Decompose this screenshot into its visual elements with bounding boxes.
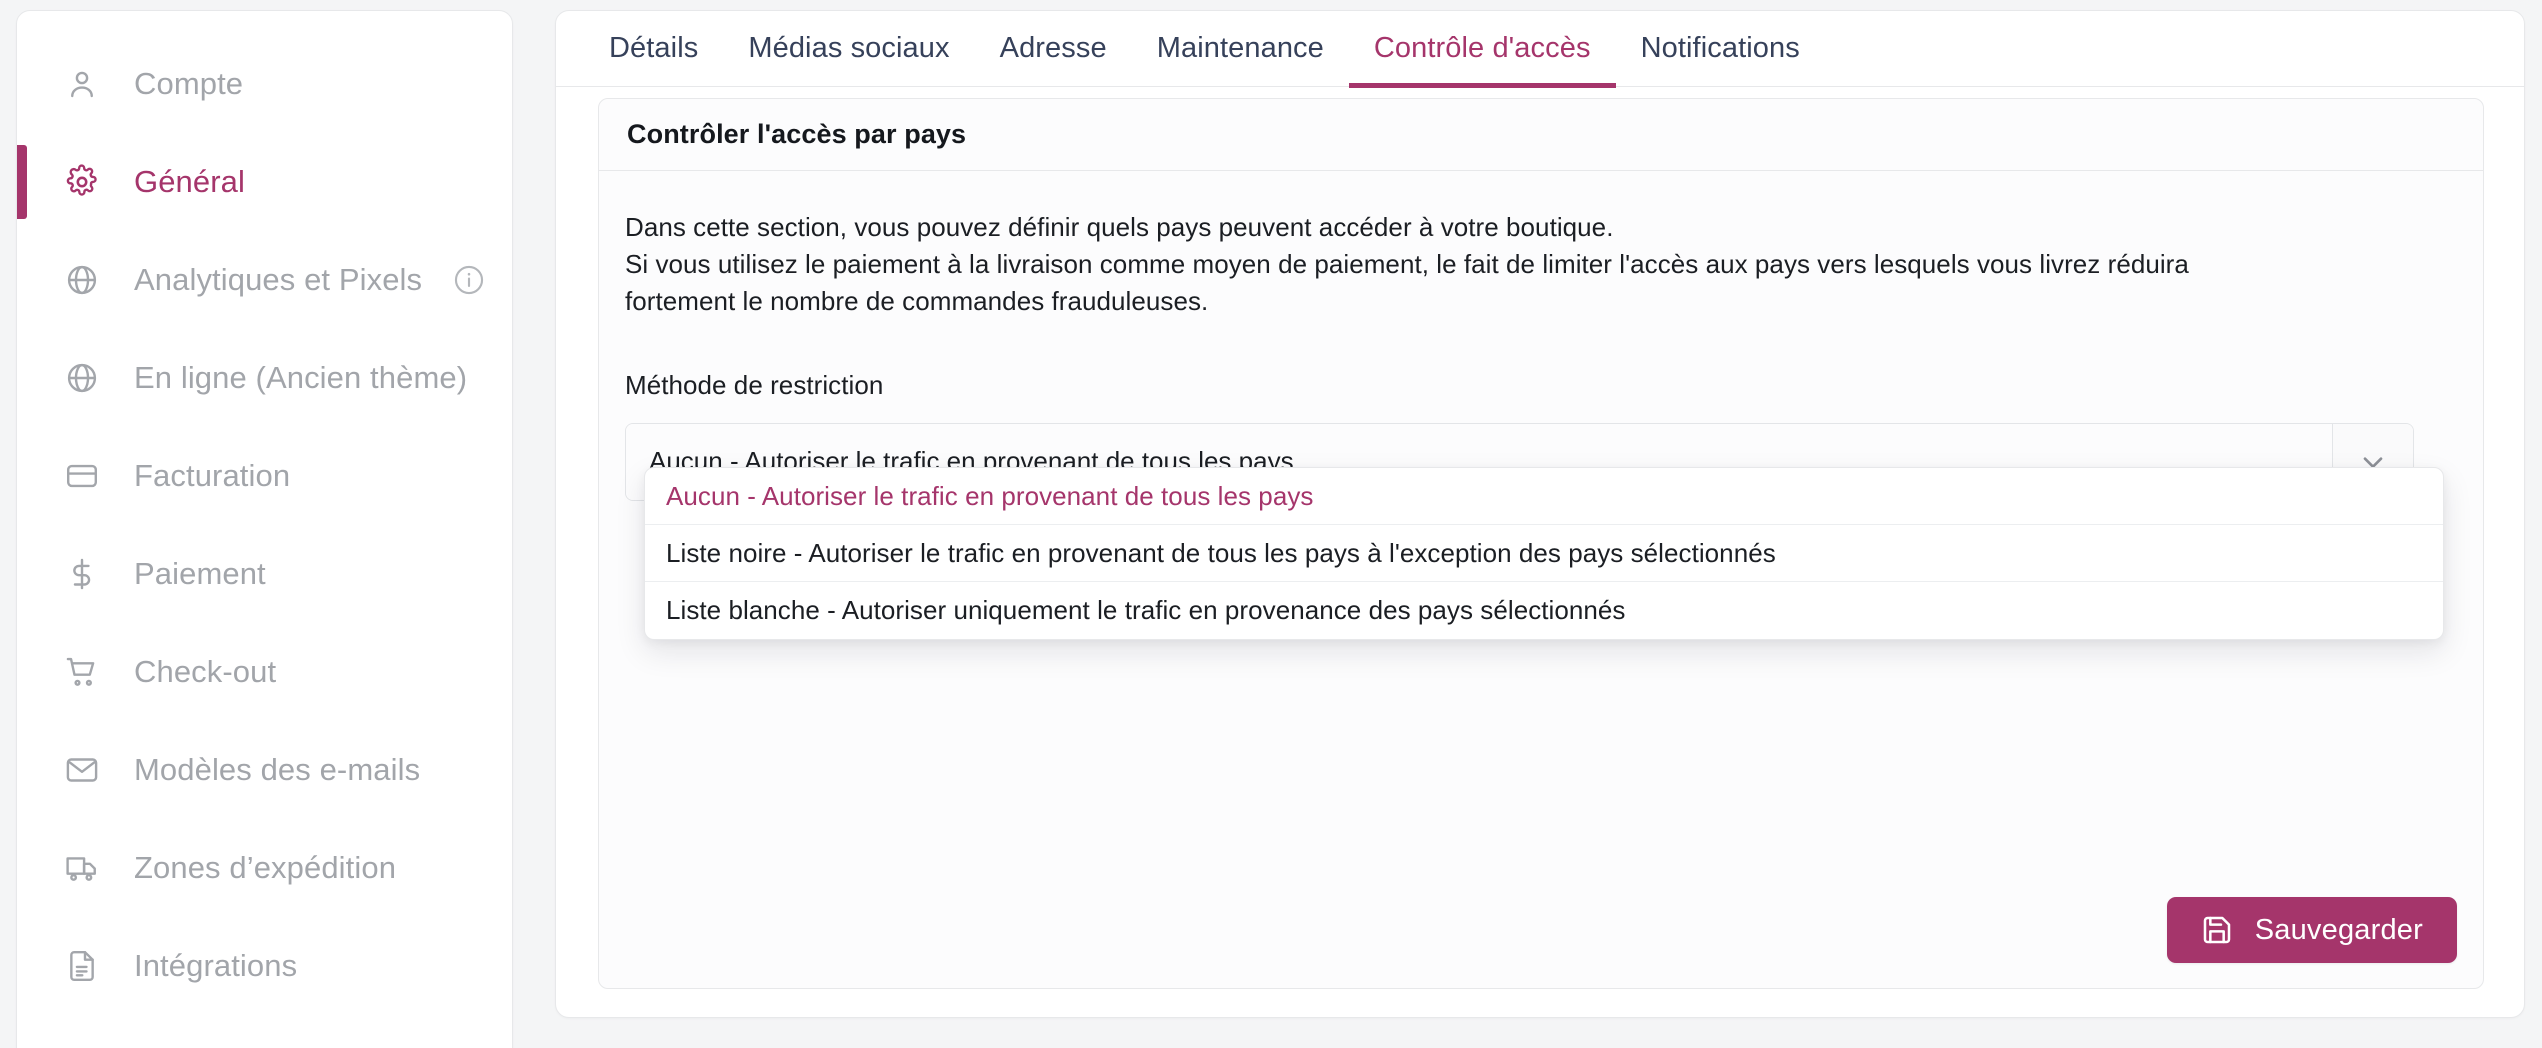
card-footer: Sauvegarder <box>599 872 2483 988</box>
tab-maintenance[interactable]: Maintenance <box>1132 11 1349 87</box>
sidebar-item-label: Intégrations <box>134 948 298 984</box>
tab-label: Notifications <box>1640 32 1800 64</box>
sidebar-item-label: Paiement <box>134 556 266 592</box>
save-disk-icon <box>2201 914 2233 946</box>
document-icon <box>59 943 105 989</box>
sidebar-item-zones-dexpedition[interactable]: Zones d’expédition <box>17 819 512 917</box>
sidebar-item-compte[interactable]: Compte <box>17 35 512 133</box>
sidebar-item-label: En ligne (Ancien thème) <box>134 360 468 396</box>
info-icon[interactable] <box>452 263 486 297</box>
dropdown-option-label: Liste noire - Autoriser le trafic en pro… <box>666 537 1776 568</box>
description-line: Si vous utilisez le paiement à la livrai… <box>625 248 2189 279</box>
credit-card-icon <box>59 453 105 499</box>
restriction-method-dropdown: Aucun - Autoriser le trafic en provenant… <box>644 467 2444 640</box>
globe-icon <box>59 257 105 303</box>
sidebar-item-modeles-des-e-mails[interactable]: Modèles des e-mails <box>17 721 512 819</box>
tab-controle-dacces[interactable]: Contrôle d'accès <box>1348 11 1616 88</box>
settings-tabbar: Détails Médias sociaux Adresse Maintenan… <box>556 11 2524 88</box>
card-description: Dans cette section, vous pouvez définir … <box>625 209 2457 320</box>
sidebar-item-general[interactable]: Général <box>17 133 512 231</box>
tab-active-underline <box>1348 82 1616 88</box>
truck-icon <box>59 845 105 891</box>
access-control-card: Contrôler l'accès par pays Dans cette se… <box>598 98 2484 989</box>
dropdown-option-label: Aucun - Autoriser le trafic en provenant… <box>666 480 1314 511</box>
restriction-method-label: Méthode de restriction <box>625 369 884 400</box>
user-icon <box>59 61 105 107</box>
sidebar-item-facturation[interactable]: Facturation <box>17 427 512 525</box>
sidebar-item-label: Analytiques et Pixels <box>134 262 423 298</box>
card-title: Contrôler l'accès par pays <box>627 119 967 149</box>
save-button-label: Sauvegarder <box>2254 913 2423 946</box>
tab-medias-sociaux[interactable]: Médias sociaux <box>723 11 974 87</box>
gear-icon <box>59 159 105 205</box>
sidebar-item-analytiques-et-pixels[interactable]: Analytiques et Pixels <box>17 231 512 329</box>
dropdown-option-liste-blanche[interactable]: Liste blanche - Autoriser uniquement le … <box>645 582 2443 639</box>
tab-notifications[interactable]: Notifications <box>1616 11 1825 87</box>
active-indicator <box>17 145 27 219</box>
sidebar-nav-list: Compte Général Analytiques et Pixels <box>17 11 512 1015</box>
sidebar-item-label: Modèles des e-mails <box>134 752 421 788</box>
tab-label: Contrôle d'accès <box>1373 32 1591 64</box>
tab-label: Détails <box>609 32 699 64</box>
shopping-cart-icon <box>59 649 105 695</box>
description-line: fortement le nombre de commandes fraudul… <box>625 285 1209 316</box>
sidebar-item-en-ligne-ancien-theme[interactable]: En ligne (Ancien thème) <box>17 329 512 427</box>
dropdown-option-aucun[interactable]: Aucun - Autoriser le trafic en provenant… <box>645 468 2443 525</box>
description-line: Dans cette section, vous pouvez définir … <box>625 212 1614 242</box>
card-header: Contrôler l'accès par pays <box>599 99 2483 171</box>
globe-icon <box>59 355 105 401</box>
sidebar-item-check-out[interactable]: Check-out <box>17 623 512 721</box>
dollar-icon <box>59 551 105 597</box>
settings-sidebar: Compte Général Analytiques et Pixels <box>16 10 513 1048</box>
dropdown-option-liste-noire[interactable]: Liste noire - Autoriser le trafic en pro… <box>645 525 2443 582</box>
sidebar-item-integrations[interactable]: Intégrations <box>17 917 512 1015</box>
dropdown-option-label: Liste blanche - Autoriser uniquement le … <box>666 595 1626 625</box>
sidebar-item-paiement[interactable]: Paiement <box>17 525 512 623</box>
sidebar-item-label: Zones d’expédition <box>134 850 397 886</box>
tab-adresse[interactable]: Adresse <box>975 11 1132 87</box>
sidebar-item-label: Compte <box>134 66 244 102</box>
card-body: Dans cette section, vous pouvez définir … <box>599 171 2483 640</box>
mail-icon <box>59 747 105 793</box>
sidebar-item-label: Général <box>134 164 245 200</box>
sidebar-item-label: Facturation <box>134 458 291 494</box>
save-button[interactable]: Sauvegarder <box>2166 897 2457 963</box>
tab-label: Maintenance <box>1156 32 1324 64</box>
tab-label: Médias sociaux <box>748 32 950 64</box>
main-panel: Détails Médias sociaux Adresse Maintenan… <box>555 10 2525 1018</box>
tab-details[interactable]: Détails <box>584 11 723 87</box>
tab-label: Adresse <box>999 32 1107 64</box>
sidebar-item-label: Check-out <box>134 654 277 690</box>
